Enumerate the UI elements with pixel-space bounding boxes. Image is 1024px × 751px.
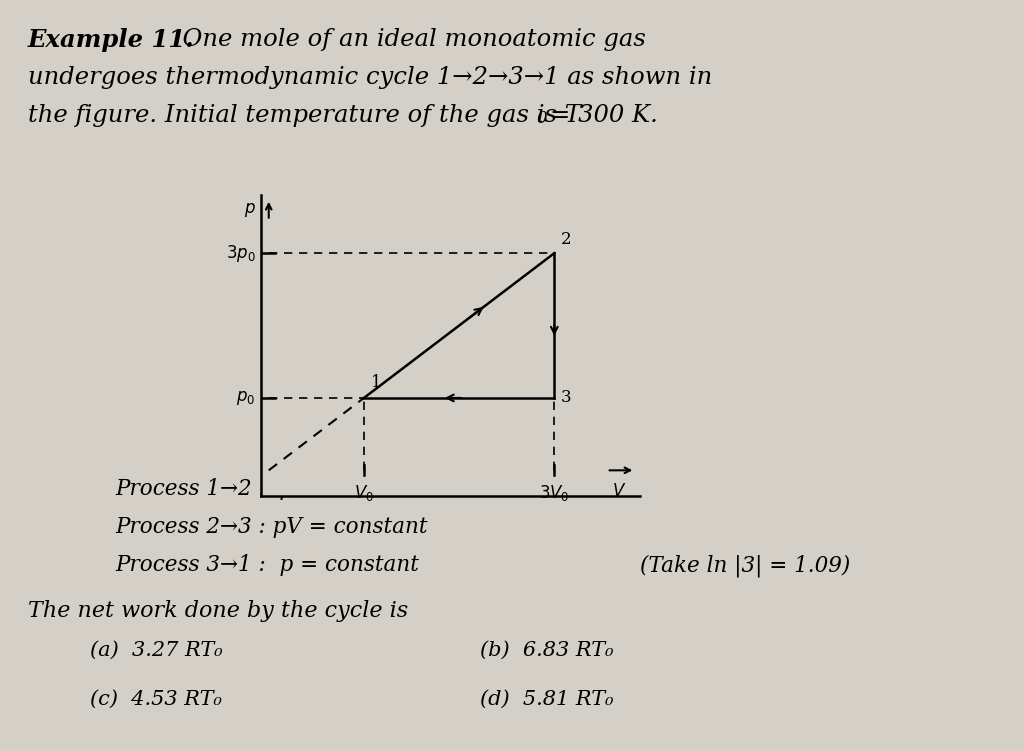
Text: Process 1→2 :  p = αV: Process 1→2 : p = αV xyxy=(115,478,355,500)
Text: the figure. Initial temperature of the gas is T: the figure. Initial temperature of the g… xyxy=(28,104,581,127)
Text: $p_0$: $p_0$ xyxy=(237,389,255,407)
Text: 3: 3 xyxy=(561,390,571,406)
Text: (b)  6.83 RT₀: (b) 6.83 RT₀ xyxy=(480,641,613,660)
Text: (a)  3.27 RT₀: (a) 3.27 RT₀ xyxy=(90,641,222,660)
Text: (Take ln |3| = 1.09): (Take ln |3| = 1.09) xyxy=(640,554,850,577)
Text: 0: 0 xyxy=(536,110,547,127)
Text: $V$: $V$ xyxy=(612,484,627,500)
Text: (c)  4.53 RT₀: (c) 4.53 RT₀ xyxy=(90,690,222,709)
Text: Example 11.: Example 11. xyxy=(28,28,195,52)
Text: (d)  5.81 RT₀: (d) 5.81 RT₀ xyxy=(480,690,613,709)
Text: $3V_0$: $3V_0$ xyxy=(539,484,569,503)
Text: = 300 K.: = 300 K. xyxy=(550,104,657,127)
Text: 2: 2 xyxy=(561,231,571,248)
Text: One mole of an ideal monoatomic gas: One mole of an ideal monoatomic gas xyxy=(167,28,646,51)
Text: undergoes thermodynamic cycle 1→2→3→1 as shown in: undergoes thermodynamic cycle 1→2→3→1 as… xyxy=(28,66,713,89)
Text: $V_0$: $V_0$ xyxy=(354,484,374,503)
Text: Process 2→3 : pV = constant: Process 2→3 : pV = constant xyxy=(115,516,427,538)
Text: $3p_0$: $3p_0$ xyxy=(225,243,255,264)
Text: 1: 1 xyxy=(371,374,381,391)
Text: Process 3→1 :  p = constant: Process 3→1 : p = constant xyxy=(115,554,419,576)
Text: The net work done by the cycle is: The net work done by the cycle is xyxy=(28,600,409,622)
Text: $p$: $p$ xyxy=(244,201,255,219)
